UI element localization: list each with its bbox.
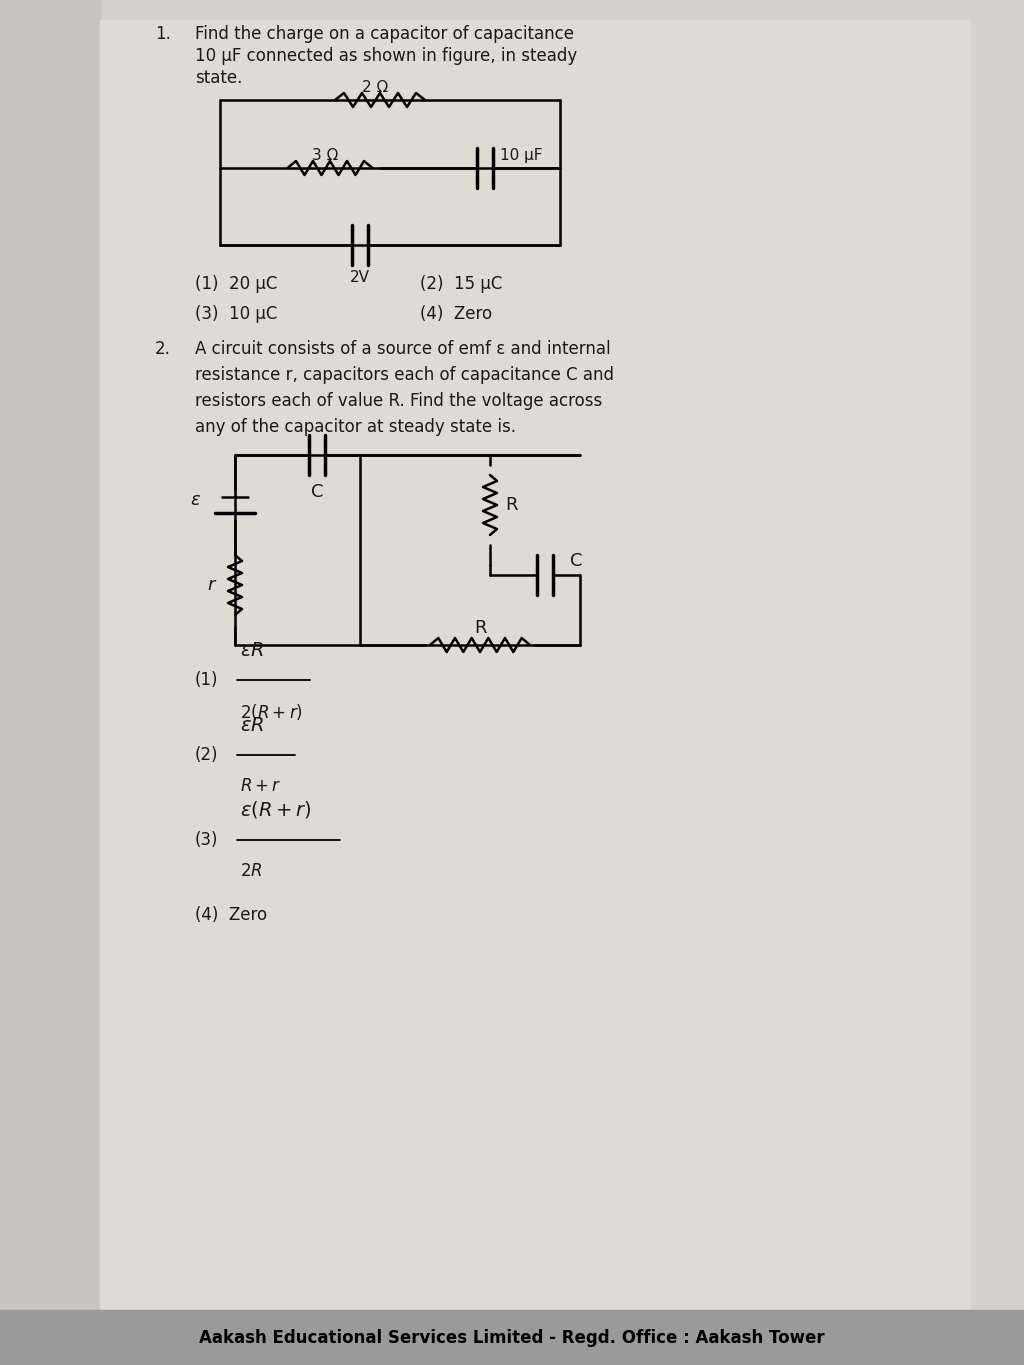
- Text: 2V: 2V: [350, 270, 370, 285]
- Bar: [100, 20, 970, 1314]
- Text: $\varepsilon(R+r)$: $\varepsilon(R+r)$: [240, 799, 311, 820]
- Text: (2)  15 μC: (2) 15 μC: [420, 274, 503, 293]
- Text: ε: ε: [190, 491, 200, 509]
- Text: r: r: [208, 576, 215, 594]
- Text: Aakash Educational Services Limited - Regd. Office : Aakash Tower: Aakash Educational Services Limited - Re…: [200, 1330, 824, 1347]
- Text: C: C: [570, 551, 583, 571]
- Text: (2): (2): [195, 747, 218, 764]
- Text: 2.: 2.: [155, 340, 171, 358]
- Text: (4)  Zero: (4) Zero: [195, 906, 267, 924]
- Text: $2R$: $2R$: [240, 863, 262, 880]
- Text: (1): (1): [195, 672, 218, 689]
- Text: $R+r$: $R+r$: [240, 777, 282, 794]
- Text: resistors each of value R. Find the voltage across: resistors each of value R. Find the volt…: [195, 392, 602, 410]
- Text: A circuit consists of a source of emf ε and internal: A circuit consists of a source of emf ε …: [195, 340, 610, 358]
- Text: (4)  Zero: (4) Zero: [420, 304, 493, 324]
- Bar: [0, 0, 100, 1365]
- Text: C: C: [310, 483, 324, 501]
- Text: 2 Ω: 2 Ω: [361, 81, 388, 96]
- Bar: [0, 1310, 1024, 1365]
- Text: $\varepsilon R$: $\varepsilon R$: [240, 717, 264, 734]
- Text: R: R: [505, 495, 517, 515]
- Text: 10 μF: 10 μF: [500, 147, 543, 162]
- Text: (3): (3): [195, 831, 218, 849]
- Text: (3)  10 μC: (3) 10 μC: [195, 304, 278, 324]
- Text: $2(R+r)$: $2(R+r)$: [240, 702, 303, 722]
- Text: Find the charge on a capacitor of capacitance: Find the charge on a capacitor of capaci…: [195, 25, 574, 44]
- Text: 3 Ω: 3 Ω: [312, 147, 338, 162]
- Text: resistance r, capacitors each of capacitance C and: resistance r, capacitors each of capacit…: [195, 366, 614, 384]
- Text: $\varepsilon R$: $\varepsilon R$: [240, 642, 264, 661]
- Text: any of the capacitor at steady state is.: any of the capacitor at steady state is.: [195, 418, 516, 435]
- Text: 10 μF connected as shown in figure, in steady: 10 μF connected as shown in figure, in s…: [195, 46, 578, 66]
- Text: 1.: 1.: [155, 25, 171, 44]
- Text: state.: state.: [195, 70, 243, 87]
- Text: R: R: [474, 618, 486, 637]
- Text: (1)  20 μC: (1) 20 μC: [195, 274, 278, 293]
